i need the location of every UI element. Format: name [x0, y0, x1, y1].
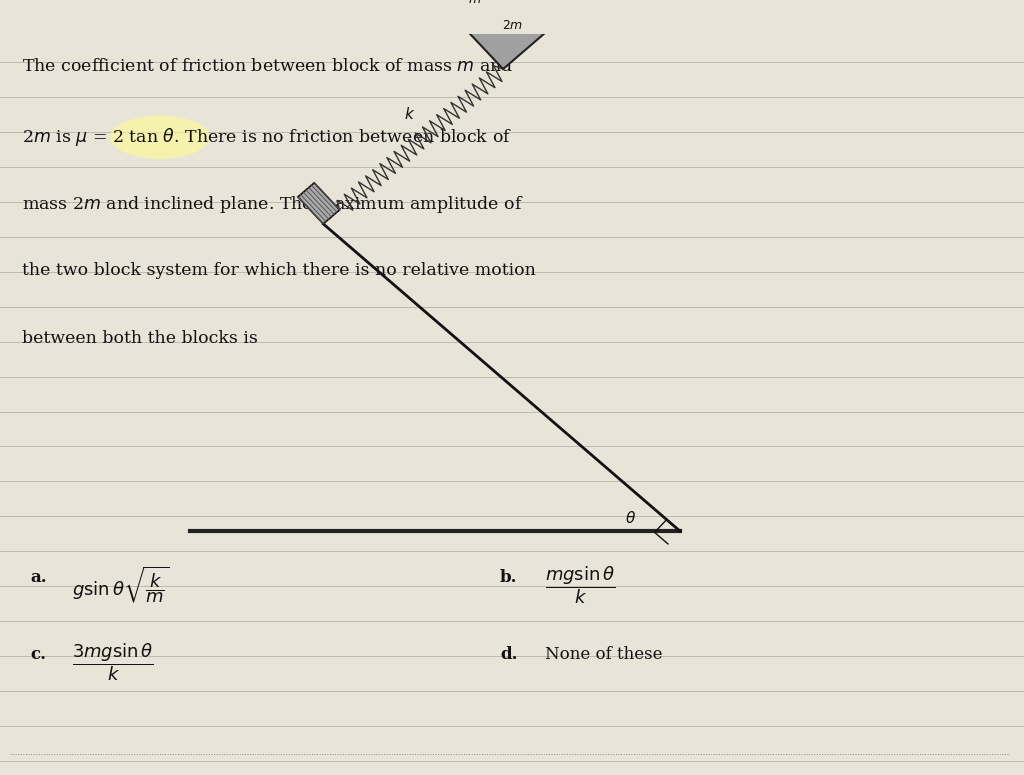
- Text: The coefficient of friction between block of mass $m$ and: The coefficient of friction between bloc…: [22, 57, 514, 74]
- Text: d.: d.: [500, 646, 517, 663]
- Text: None of these: None of these: [545, 646, 663, 663]
- Polygon shape: [443, 0, 507, 30]
- Text: $2m$: $2m$: [502, 19, 523, 32]
- Polygon shape: [466, 0, 559, 69]
- Text: b.: b.: [500, 570, 517, 587]
- Text: $k$: $k$: [403, 106, 415, 122]
- Ellipse shape: [110, 115, 210, 159]
- Text: between both the blocks is: between both the blocks is: [22, 330, 258, 347]
- Text: c.: c.: [30, 646, 46, 663]
- Text: a.: a.: [30, 570, 47, 587]
- Text: $m$: $m$: [468, 0, 481, 6]
- Text: $\theta$: $\theta$: [625, 511, 636, 526]
- Text: $g\sin\theta\sqrt{\dfrac{k}{m}}$: $g\sin\theta\sqrt{\dfrac{k}{m}}$: [72, 564, 169, 605]
- Text: mass 2$m$ and inclined plane. The maximum amplitude of: mass 2$m$ and inclined plane. The maximu…: [22, 194, 523, 215]
- Text: 2$m$ is $\mu$ = 2 tan $\theta$. There is no friction between block of: 2$m$ is $\mu$ = 2 tan $\theta$. There is…: [22, 126, 512, 148]
- Text: $\dfrac{mg\sin\theta}{k}$: $\dfrac{mg\sin\theta}{k}$: [545, 564, 615, 606]
- Text: the two block system for which there is no relative motion: the two block system for which there is …: [22, 262, 536, 279]
- Text: $\dfrac{3mg\sin\theta}{k}$: $\dfrac{3mg\sin\theta}{k}$: [72, 641, 154, 683]
- Polygon shape: [298, 183, 340, 224]
